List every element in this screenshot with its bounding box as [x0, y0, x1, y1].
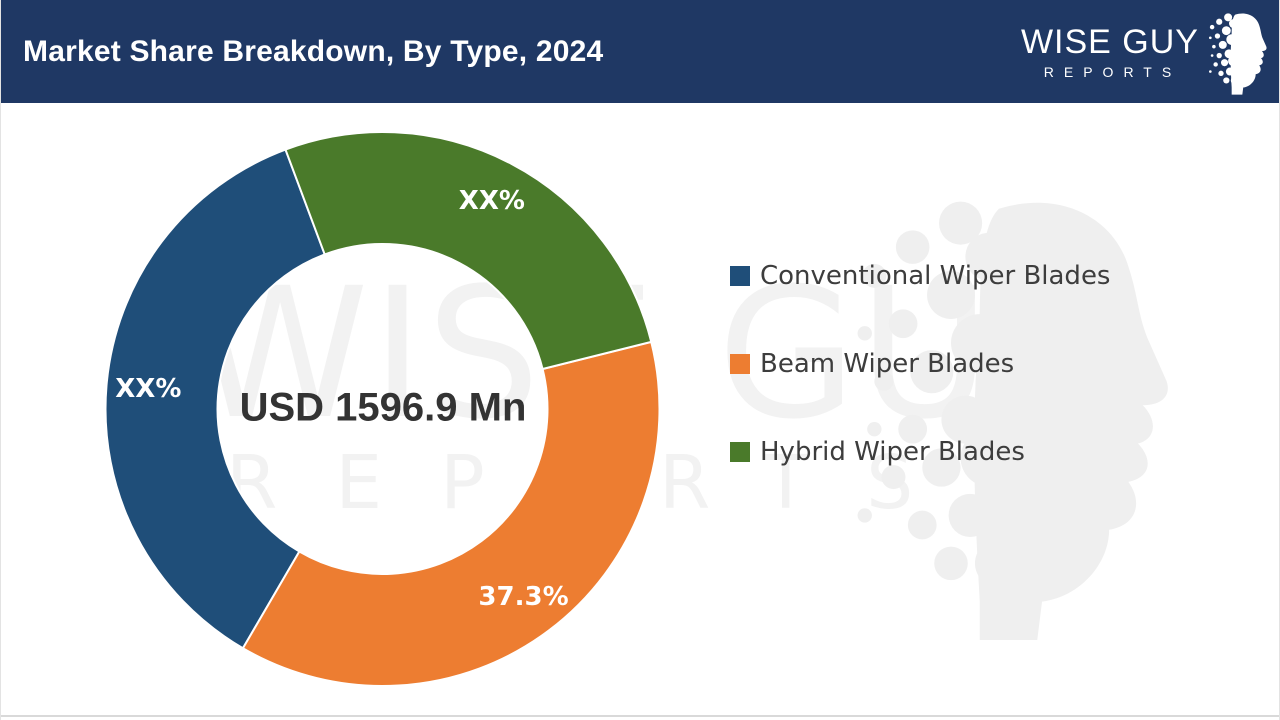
- legend-label: Hybrid Wiper Blades: [760, 437, 1025, 467]
- legend-item-hybrid: Hybrid Wiper Blades: [730, 437, 1110, 467]
- logo-wordmark: WISE GUY: [1020, 23, 1199, 61]
- logo-subtitle: REPORTS: [1043, 64, 1182, 80]
- donut-slice-label: XX%: [458, 186, 525, 216]
- logo-text: WISE GUY REPORTS: [1021, 23, 1199, 80]
- legend-item-conventional: Conventional Wiper Blades: [730, 261, 1111, 291]
- legend-swatch-hybrid: [730, 442, 750, 462]
- donut-slice-label: 37.3%: [478, 581, 569, 612]
- legend-swatch-conventional: [730, 266, 750, 286]
- donut-center-value: USD 1596.9 Mn: [239, 385, 527, 430]
- wise-guy-head-icon: [1209, 12, 1267, 95]
- legend-swatch-beam: [730, 354, 750, 374]
- legend-item-beam: Beam Wiper Blades: [730, 349, 1110, 379]
- card-bottom-border: [1, 715, 1279, 717]
- header-bar: Market Share Breakdown, By Type, 2024 WI…: [1, 0, 1279, 103]
- wise-guy-logo: WISE GUY REPORTS: [1021, 0, 1269, 103]
- legend-label: Conventional Wiper Blades: [760, 261, 1111, 291]
- legend: Conventional Wiper Blades Beam Wiper Bla…: [730, 261, 1111, 528]
- donut-slice-label: XX%: [115, 374, 182, 404]
- page-title: Market Share Breakdown, By Type, 2024: [23, 34, 604, 68]
- legend-label: Beam Wiper Blades: [760, 349, 1015, 379]
